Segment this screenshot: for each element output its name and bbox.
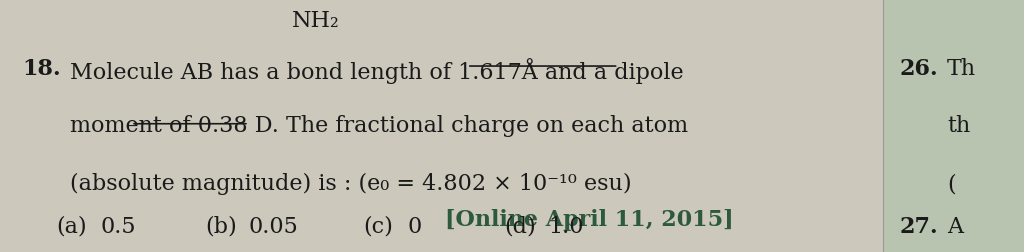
Text: Th: Th <box>947 58 976 80</box>
Text: 26.: 26. <box>899 58 938 80</box>
Text: 1.0: 1.0 <box>548 215 584 237</box>
Text: Molecule AB has a bond length of 1.617Å and a dipole: Molecule AB has a bond length of 1.617Å … <box>70 58 683 84</box>
Text: moment of 0.38 D. The fractional charge on each atom: moment of 0.38 D. The fractional charge … <box>70 115 688 137</box>
FancyBboxPatch shape <box>883 0 1024 252</box>
Text: (d): (d) <box>504 215 536 237</box>
Text: (b): (b) <box>205 215 237 237</box>
Text: NH₂: NH₂ <box>292 10 340 32</box>
Text: A: A <box>947 215 964 237</box>
Text: 0: 0 <box>408 215 422 237</box>
Text: 0.5: 0.5 <box>100 215 136 237</box>
Text: (c): (c) <box>364 215 393 237</box>
Text: 27.: 27. <box>899 215 938 237</box>
Text: (a): (a) <box>56 215 87 237</box>
Text: (absolute magnitude) is : (e₀ = 4.802 × 10⁻¹⁰ esu): (absolute magnitude) is : (e₀ = 4.802 × … <box>70 173 631 195</box>
Text: th: th <box>947 115 971 137</box>
Text: 18.: 18. <box>23 58 61 80</box>
Text: 0.05: 0.05 <box>249 215 299 237</box>
Text: (: ( <box>947 173 955 195</box>
Text: [Online April 11, 2015]: [Online April 11, 2015] <box>445 208 734 230</box>
